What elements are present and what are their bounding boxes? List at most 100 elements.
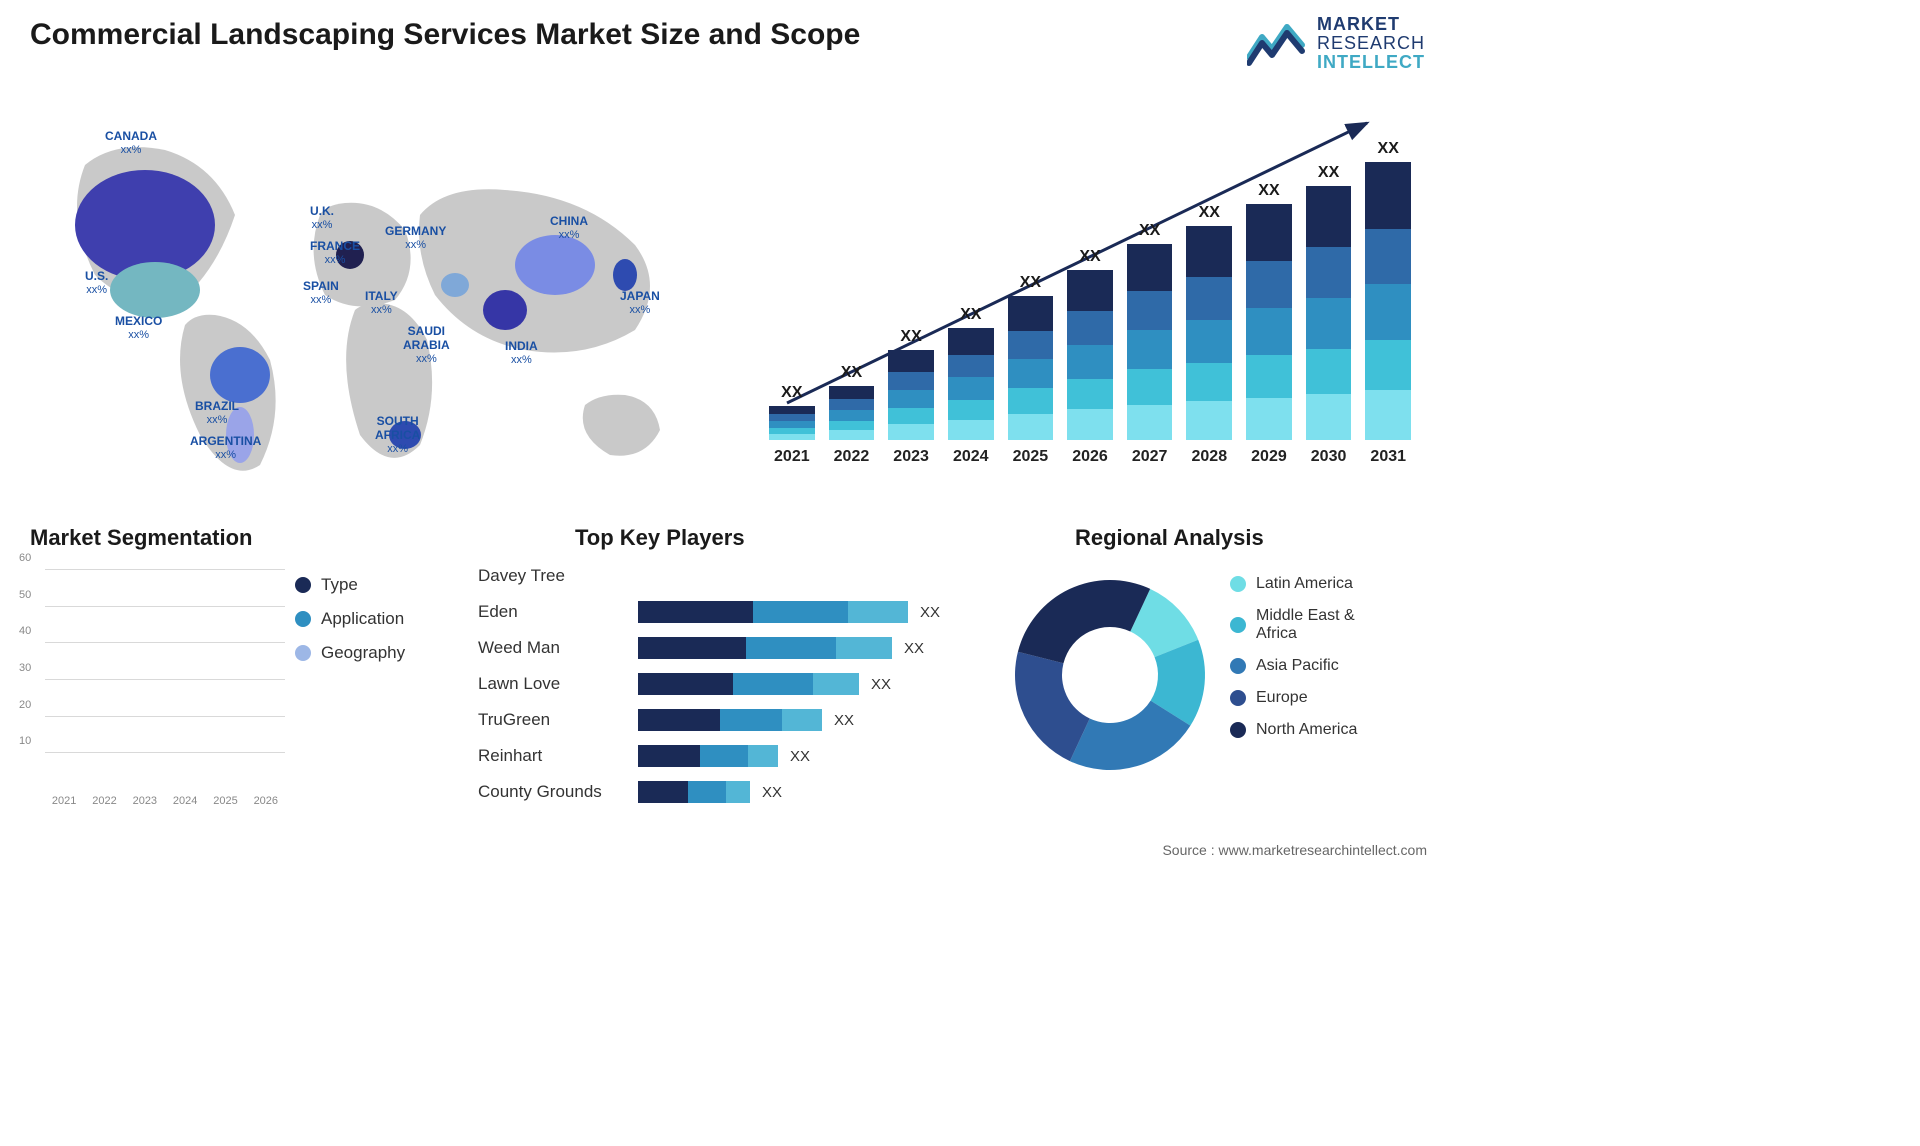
- legend-item: Geography: [295, 643, 455, 663]
- seg-ytick: 30: [19, 662, 31, 674]
- legend-item: North America: [1230, 721, 1430, 739]
- legend-label: North America: [1256, 721, 1357, 739]
- player-value-label: XX: [871, 676, 891, 693]
- growth-year-label: 2025: [1008, 448, 1054, 470]
- map-label: JAPANxx%: [620, 290, 660, 316]
- growth-year-label: 2022: [829, 448, 875, 470]
- player-row: Eden XX: [478, 594, 988, 630]
- player-name: Reinhart: [478, 746, 638, 766]
- growth-value-label: XX: [781, 384, 802, 402]
- page-title: Commercial Landscaping Services Market S…: [30, 18, 860, 52]
- legend-item: Middle East &Africa: [1230, 607, 1430, 643]
- seg-year-label: 2025: [210, 795, 240, 815]
- map-label: ITALYxx%: [365, 290, 398, 316]
- map-label: MEXICOxx%: [115, 315, 162, 341]
- player-row: Lawn Love XX: [478, 666, 988, 702]
- growth-bar: XX: [1008, 274, 1054, 440]
- growth-year-label: 2027: [1127, 448, 1173, 470]
- player-value-label: XX: [762, 784, 782, 801]
- player-value-label: XX: [904, 640, 924, 657]
- growth-value-label: XX: [841, 364, 862, 382]
- brand-mark-icon: [1247, 19, 1307, 67]
- legend-swatch-icon: [1230, 690, 1246, 706]
- players-title: Top Key Players: [575, 525, 745, 551]
- growth-year-label: 2026: [1067, 448, 1113, 470]
- growth-value-label: XX: [1079, 248, 1100, 266]
- regional-title: Regional Analysis: [1075, 525, 1264, 551]
- growth-bar: XX: [1067, 248, 1113, 440]
- player-name: TruGreen: [478, 710, 638, 730]
- legend-label: Europe: [1256, 689, 1308, 707]
- legend-swatch-icon: [1230, 617, 1246, 633]
- growth-bar: XX: [1365, 140, 1411, 440]
- legend-item: Asia Pacific: [1230, 657, 1430, 675]
- regional-donut-chart: Latin America Middle East &Africa Asia Pac…: [1000, 555, 1430, 815]
- player-bar: [638, 601, 908, 623]
- map-label: U.K.xx%: [310, 205, 334, 231]
- seg-ytick: 20: [19, 699, 31, 711]
- legend-label: Latin America: [1256, 575, 1353, 593]
- growth-bar: XX: [1306, 164, 1352, 440]
- player-row: County Grounds XX: [478, 774, 988, 810]
- legend-item: Latin America: [1230, 575, 1430, 593]
- player-row: ReinhartXX: [478, 738, 988, 774]
- world-map: CANADAxx%U.S.xx%MEXICOxx%BRAZILxx%ARGENT…: [25, 95, 725, 495]
- legend-item: Europe: [1230, 689, 1430, 707]
- player-name: Eden: [478, 602, 638, 622]
- map-label: ARGENTINAxx%: [190, 435, 261, 461]
- seg-year-label: 2024: [170, 795, 200, 815]
- brand-logo: MARKET RESEARCH INTELLECT: [1247, 15, 1425, 72]
- player-name: Weed Man: [478, 638, 638, 658]
- map-label: SAUDIARABIAxx%: [403, 325, 450, 365]
- seg-year-label: 2022: [89, 795, 119, 815]
- growth-value-label: XX: [1199, 204, 1220, 222]
- player-name: Lawn Love: [478, 674, 638, 694]
- growth-year-label: 2029: [1246, 448, 1292, 470]
- player-name: County Grounds: [478, 782, 638, 802]
- growth-bar: XX: [769, 384, 815, 440]
- legend-swatch-icon: [295, 611, 311, 627]
- growth-value-label: XX: [1258, 182, 1279, 200]
- legend-label: Middle East &Africa: [1256, 607, 1355, 643]
- player-row: TruGreenXX: [478, 702, 988, 738]
- player-value-label: XX: [920, 604, 940, 621]
- growth-bar: XX: [1127, 222, 1173, 440]
- segmentation-chart: 102030405060 202120222023202420252026 Ty…: [15, 555, 455, 815]
- brand-line2: RESEARCH: [1317, 34, 1425, 53]
- growth-year-label: 2023: [888, 448, 934, 470]
- legend-label: Geography: [321, 643, 405, 663]
- growth-bar: XX: [1246, 182, 1292, 440]
- brand-line3: INTELLECT: [1317, 53, 1425, 72]
- seg-ytick: 40: [19, 625, 31, 637]
- growth-bar: XX: [829, 364, 875, 440]
- legend-swatch-icon: [295, 577, 311, 593]
- legend-item: Application: [295, 609, 455, 629]
- player-name: Davey Tree: [478, 566, 638, 586]
- brand-line1: MARKET: [1317, 15, 1425, 34]
- growth-year-label: 2024: [948, 448, 994, 470]
- segmentation-title: Market Segmentation: [30, 525, 253, 551]
- player-bar: [638, 709, 822, 731]
- map-label: GERMANYxx%: [385, 225, 446, 251]
- map-label: SPAINxx%: [303, 280, 339, 306]
- player-row: Weed Man XX: [478, 630, 988, 666]
- seg-year-label: 2021: [49, 795, 79, 815]
- legend-swatch-icon: [1230, 576, 1246, 592]
- donut-svg: [1000, 555, 1220, 795]
- growth-bar: XX: [888, 328, 934, 440]
- map-label: BRAZILxx%: [195, 400, 239, 426]
- seg-year-label: 2026: [251, 795, 281, 815]
- map-label: CHINAxx%: [550, 215, 588, 241]
- seg-ytick: 60: [19, 552, 31, 564]
- key-players-chart: Davey Tree Eden XX Weed Man XX Lawn Love XX Tru…: [478, 558, 988, 813]
- growth-year-label: 2031: [1365, 448, 1411, 470]
- growth-value-label: XX: [1318, 164, 1339, 182]
- growth-year-label: 2028: [1186, 448, 1232, 470]
- legend-label: Asia Pacific: [1256, 657, 1339, 675]
- source-note: Source : www.marketresearchintellect.com: [1162, 842, 1427, 858]
- growth-chart: XXXXXXXXXXXXXXXXXXXXXX 20212022202320242…: [755, 95, 1415, 470]
- growth-value-label: XX: [1139, 222, 1160, 240]
- growth-value-label: XX: [1020, 274, 1041, 292]
- seg-ytick: 10: [19, 735, 31, 747]
- map-label: CANADAxx%: [105, 130, 157, 156]
